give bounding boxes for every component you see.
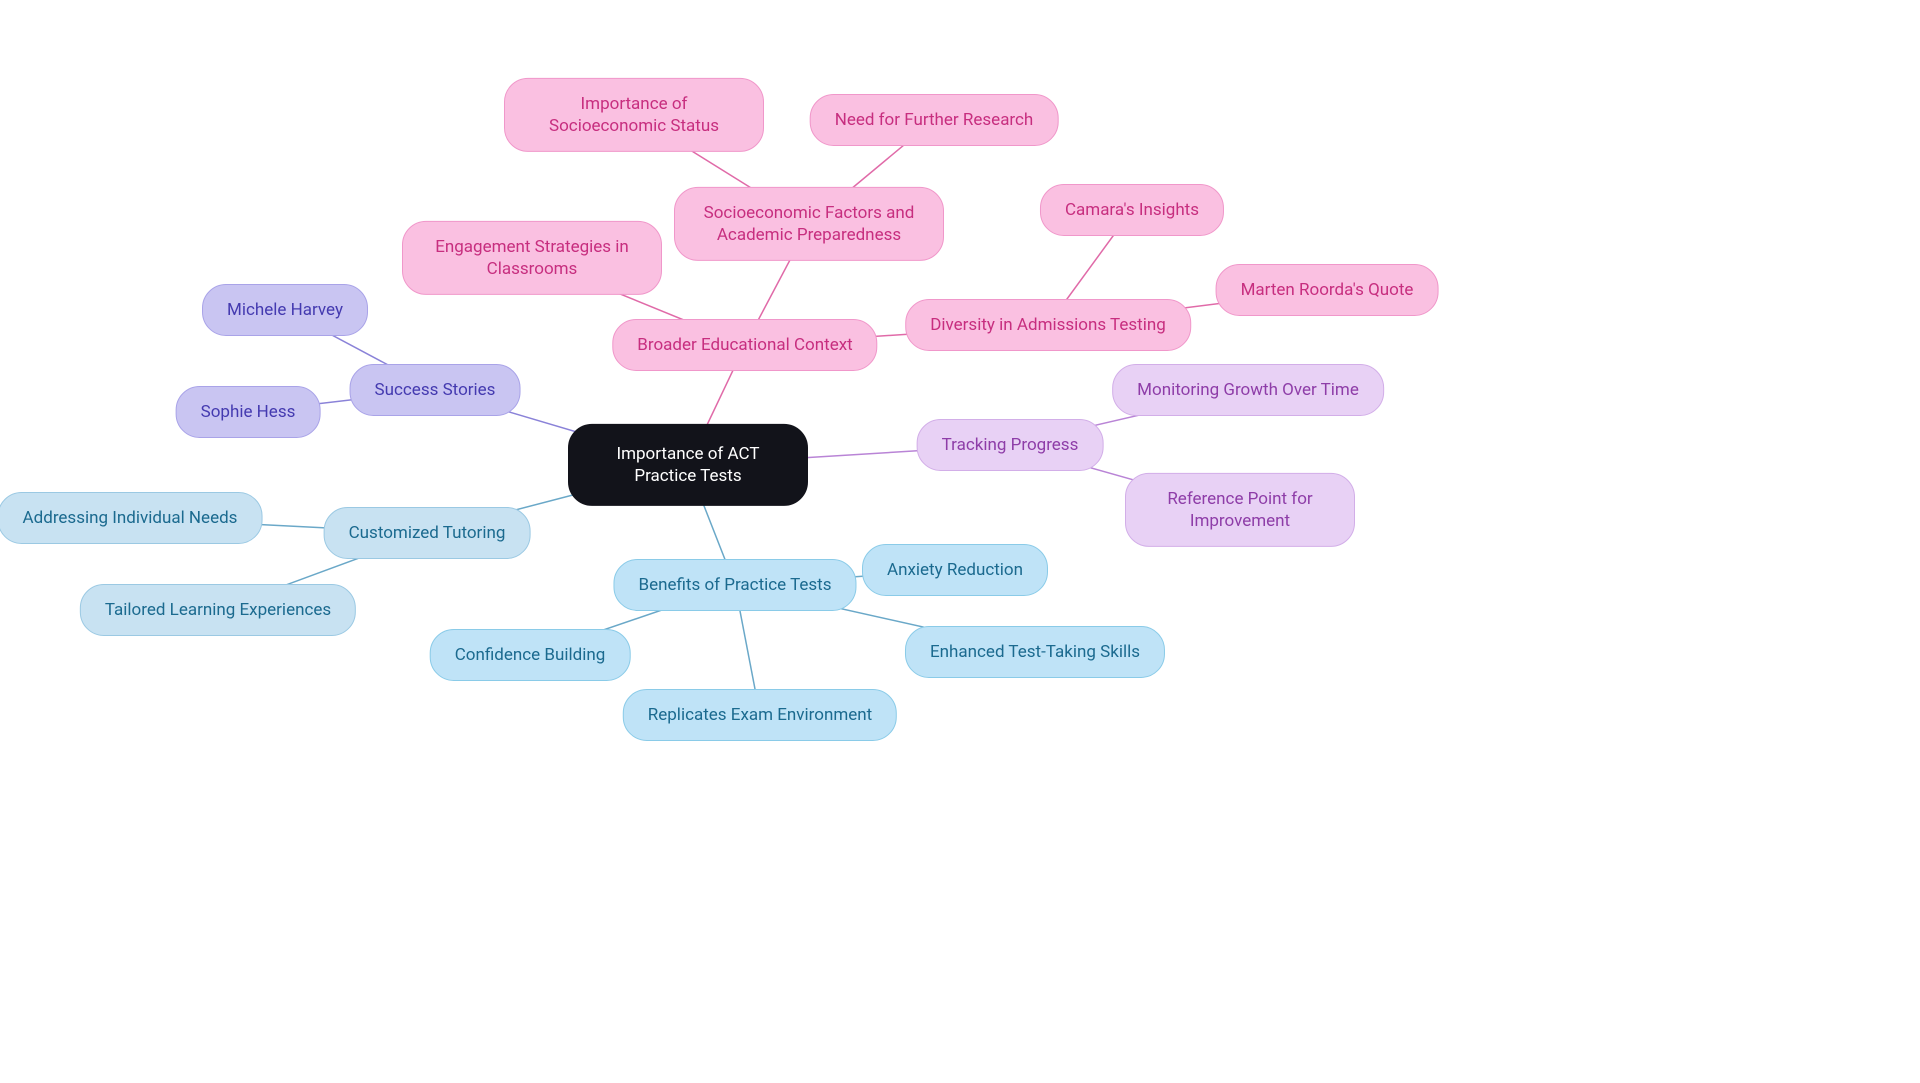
node-reference: Reference Point for Improvement [1125, 473, 1355, 547]
node-michele: Michele Harvey [202, 284, 368, 336]
node-broader: Broader Educational Context [612, 319, 877, 371]
node-engagement: Engagement Strategies in Classrooms [402, 221, 662, 295]
edges-layer [0, 0, 1920, 1083]
node-diversity: Diversity in Admissions Testing [905, 299, 1191, 351]
node-importance_ses: Importance of Socioeconomic Status [504, 78, 764, 152]
node-tailored: Tailored Learning Experiences [80, 584, 356, 636]
node-confidence: Confidence Building [430, 629, 631, 681]
node-replicates: Replicates Exam Environment [623, 689, 897, 741]
node-success: Success Stories [350, 364, 521, 416]
node-anxiety: Anxiety Reduction [862, 544, 1048, 596]
node-benefits: Benefits of Practice Tests [613, 559, 856, 611]
node-need_research: Need for Further Research [810, 94, 1059, 146]
node-socio: Socioeconomic Factors and Academic Prepa… [674, 187, 944, 261]
node-tracking: Tracking Progress [917, 419, 1104, 471]
node-customized: Customized Tutoring [324, 507, 531, 559]
node-addressing: Addressing Individual Needs [0, 492, 262, 544]
node-center: Importance of ACT Practice Tests [568, 424, 808, 506]
node-marten: Marten Roorda's Quote [1216, 264, 1439, 316]
node-sophie: Sophie Hess [176, 386, 321, 438]
node-camara: Camara's Insights [1040, 184, 1224, 236]
node-skills: Enhanced Test-Taking Skills [905, 626, 1165, 678]
node-monitoring: Monitoring Growth Over Time [1112, 364, 1384, 416]
